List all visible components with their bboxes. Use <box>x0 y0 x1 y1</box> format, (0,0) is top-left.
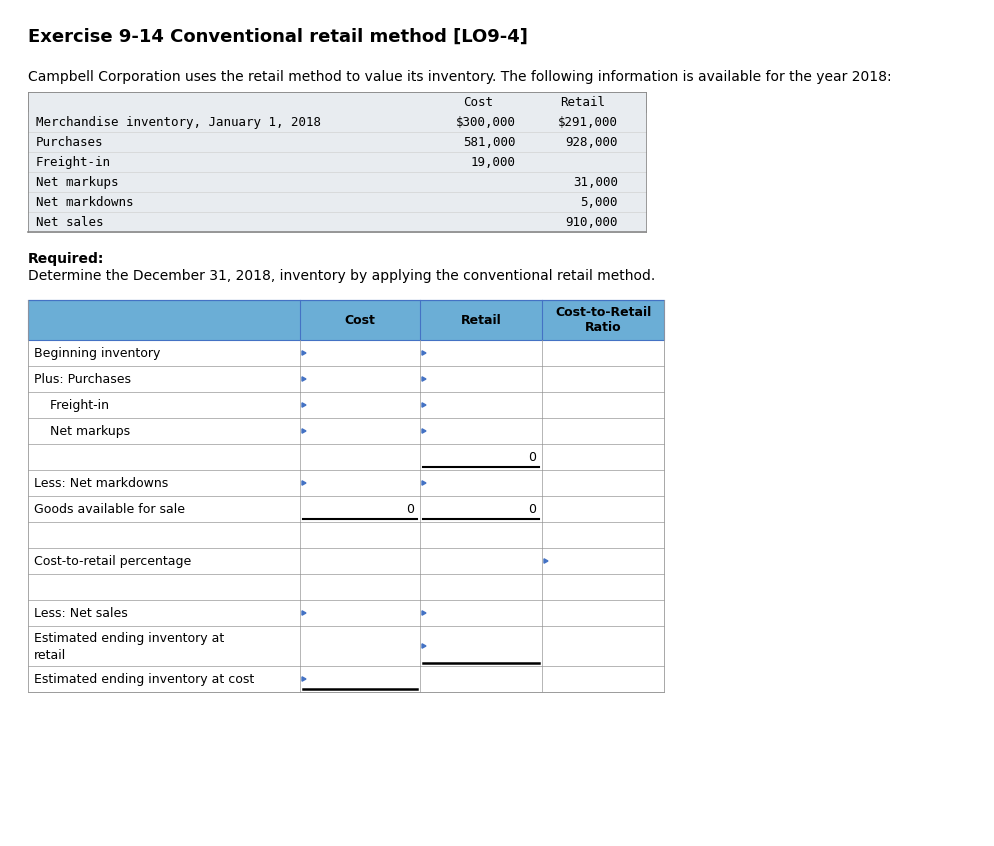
Bar <box>28 172 645 192</box>
Polygon shape <box>302 611 306 615</box>
Text: Determine the December 31, 2018, inventory by applying the conventional retail m: Determine the December 31, 2018, invento… <box>28 269 655 283</box>
Text: Less: Net sales: Less: Net sales <box>34 607 127 619</box>
Polygon shape <box>421 403 425 407</box>
Bar <box>28 522 663 548</box>
Text: Estimated ending inventory at: Estimated ending inventory at <box>34 631 224 645</box>
Polygon shape <box>421 351 425 355</box>
Bar <box>28 496 663 522</box>
Bar <box>28 300 663 340</box>
Polygon shape <box>421 611 425 615</box>
Text: Estimated ending inventory at cost: Estimated ending inventory at cost <box>34 673 254 685</box>
Bar <box>28 212 645 232</box>
Polygon shape <box>302 481 306 486</box>
Text: Freight-in: Freight-in <box>36 156 111 168</box>
Polygon shape <box>302 351 306 355</box>
Bar <box>28 600 663 626</box>
Text: 19,000: 19,000 <box>470 156 516 168</box>
Text: Exercise 9-14 Conventional retail method [LO9-4]: Exercise 9-14 Conventional retail method… <box>28 28 528 46</box>
Polygon shape <box>421 481 425 486</box>
Bar <box>28 340 663 366</box>
Text: Cost: Cost <box>462 96 492 108</box>
Bar <box>28 192 645 212</box>
Text: Plus: Purchases: Plus: Purchases <box>34 372 131 386</box>
Text: Net markups: Net markups <box>36 175 118 189</box>
Text: 581,000: 581,000 <box>463 135 516 149</box>
Bar <box>28 112 645 132</box>
Polygon shape <box>302 403 306 407</box>
Bar <box>28 92 645 112</box>
Text: Required:: Required: <box>28 252 104 266</box>
Text: Beginning inventory: Beginning inventory <box>34 347 160 360</box>
Text: 0: 0 <box>406 503 414 515</box>
Text: Net markups: Net markups <box>34 425 130 437</box>
Text: Merchandise inventory, January 1, 2018: Merchandise inventory, January 1, 2018 <box>36 116 321 129</box>
Text: Net markdowns: Net markdowns <box>36 195 133 208</box>
Polygon shape <box>421 376 425 382</box>
Text: Purchases: Purchases <box>36 135 103 149</box>
Text: Campbell Corporation uses the retail method to value its inventory. The followin: Campbell Corporation uses the retail met… <box>28 70 891 84</box>
Bar <box>28 132 645 152</box>
Bar <box>28 392 663 418</box>
Bar <box>28 548 663 574</box>
Text: Cost: Cost <box>344 314 375 327</box>
Text: $291,000: $291,000 <box>558 116 617 129</box>
Polygon shape <box>302 376 306 382</box>
Text: 0: 0 <box>528 451 536 464</box>
Bar <box>28 366 663 392</box>
Text: 928,000: 928,000 <box>565 135 617 149</box>
Polygon shape <box>302 677 306 681</box>
Text: Net sales: Net sales <box>36 216 103 228</box>
Polygon shape <box>544 559 548 563</box>
Text: Less: Net markdowns: Less: Net markdowns <box>34 476 168 490</box>
Bar <box>28 418 663 444</box>
Bar <box>28 626 663 666</box>
Polygon shape <box>302 429 306 433</box>
Text: $300,000: $300,000 <box>455 116 516 129</box>
Text: 910,000: 910,000 <box>565 216 617 228</box>
Bar <box>28 470 663 496</box>
Polygon shape <box>421 644 425 648</box>
Polygon shape <box>421 429 425 433</box>
Text: Goods available for sale: Goods available for sale <box>34 503 185 515</box>
Text: Retail: Retail <box>460 314 501 327</box>
Text: 5,000: 5,000 <box>580 195 617 208</box>
Text: Freight-in: Freight-in <box>34 398 109 411</box>
Text: retail: retail <box>34 649 67 662</box>
Text: Retail: Retail <box>560 96 605 108</box>
Bar <box>28 666 663 692</box>
Text: 31,000: 31,000 <box>573 175 617 189</box>
Text: 0: 0 <box>528 503 536 515</box>
Text: Cost-to-retail percentage: Cost-to-retail percentage <box>34 554 191 568</box>
Bar <box>28 574 663 600</box>
Bar <box>28 444 663 470</box>
Text: Cost-to-Retail
Ratio: Cost-to-Retail Ratio <box>555 306 650 334</box>
Bar <box>28 152 645 172</box>
